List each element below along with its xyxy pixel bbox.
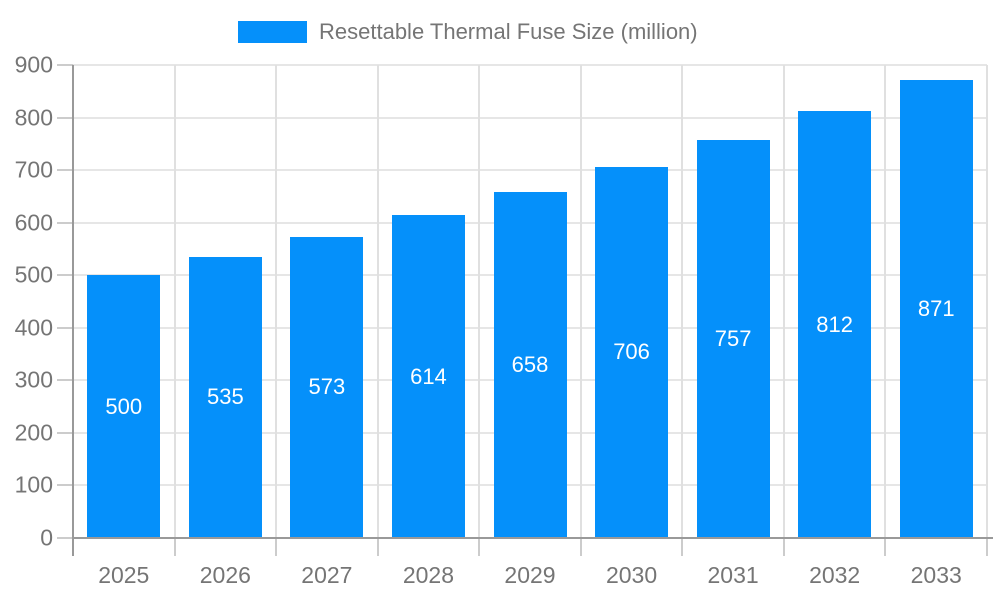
- bar[interactable]: [696, 140, 770, 538]
- horizontal-gridline: [73, 64, 987, 66]
- vertical-gridline: [376, 65, 379, 538]
- chart-legend-item[interactable]: Resettable Thermal Fuse Size (million): [238, 19, 698, 44]
- bar[interactable]: [290, 236, 364, 538]
- y-axis-tick-label: 200: [14, 419, 53, 446]
- x-axis-tick: [986, 538, 988, 556]
- vertical-gridline: [173, 65, 176, 538]
- bar[interactable]: [188, 256, 262, 538]
- y-axis-tick-label: 300: [14, 366, 53, 393]
- x-axis-tick-label: 2028: [402, 562, 455, 588]
- bar-value-label: 658: [511, 352, 549, 378]
- vertical-gridline: [986, 65, 988, 538]
- horizontal-gridline: [73, 169, 987, 172]
- y-axis-tick: [57, 221, 73, 224]
- bar-value-label: 757: [714, 326, 752, 352]
- x-axis-tick-label: 2031: [707, 562, 759, 588]
- bar-value-label: 871: [917, 296, 955, 322]
- x-axis-tick: [884, 538, 887, 556]
- y-axis-tick-label: 500: [14, 261, 53, 288]
- bar-value-label: 812: [816, 311, 854, 337]
- y-axis-line: [72, 65, 74, 556]
- vertical-gridline: [275, 65, 278, 538]
- y-axis-tick: [57, 537, 73, 539]
- x-axis-tick-label: 2029: [504, 562, 556, 588]
- bar[interactable]: [899, 80, 973, 538]
- vertical-gridline: [478, 65, 481, 538]
- x-axis-tick: [275, 538, 278, 556]
- y-axis-tick-label: 700: [14, 156, 53, 183]
- x-axis-tick: [173, 538, 176, 556]
- vertical-gridline: [579, 65, 582, 538]
- vertical-gridline: [681, 65, 684, 538]
- legend-label: Resettable Thermal Fuse Size (million): [319, 19, 698, 44]
- bar-value-label: 500: [105, 393, 143, 419]
- y-axis-tick: [57, 326, 73, 329]
- bar[interactable]: [798, 111, 872, 538]
- vertical-gridline: [782, 65, 785, 538]
- x-axis-tick-label: 2030: [605, 562, 658, 588]
- y-axis-tick: [57, 64, 73, 66]
- x-axis-tick-label: 2027: [301, 562, 353, 588]
- y-axis-tick-label: 600: [14, 209, 53, 236]
- bar[interactable]: [595, 166, 669, 538]
- horizontal-gridline: [73, 116, 987, 119]
- bar[interactable]: [391, 215, 465, 538]
- bar[interactable]: [87, 275, 161, 538]
- y-axis-tick: [57, 274, 73, 277]
- x-axis-tick-label: 2032: [809, 562, 861, 588]
- y-axis-tick-label: 0: [40, 524, 53, 551]
- bar[interactable]: [493, 192, 567, 538]
- y-axis-tick-label: 800: [14, 104, 53, 131]
- bar-value-label: 614: [410, 363, 447, 389]
- x-axis-tick: [681, 538, 684, 556]
- x-axis-tick-label: 2026: [199, 562, 251, 588]
- x-axis-tick-label: 2025: [98, 562, 150, 588]
- vertical-gridline: [884, 65, 887, 538]
- x-axis-tick: [579, 538, 582, 556]
- bar-value-label: 573: [308, 374, 346, 400]
- y-axis-tick-label: 400: [14, 314, 53, 341]
- x-axis-line: [73, 537, 993, 539]
- legend-swatch: [238, 21, 307, 43]
- y-axis-tick: [57, 431, 73, 434]
- y-axis-tick-label: 900: [14, 51, 53, 78]
- y-axis-tick: [57, 169, 73, 172]
- bar-value-label: 706: [613, 339, 650, 365]
- bar-value-label: 535: [206, 384, 244, 410]
- y-axis-tick-label: 100: [14, 471, 53, 498]
- y-axis-tick: [57, 379, 73, 382]
- x-axis-tick: [376, 538, 379, 556]
- y-axis-tick: [57, 116, 73, 119]
- y-axis-tick: [57, 484, 73, 487]
- x-axis-tick-label: 2033: [910, 562, 962, 588]
- x-axis-tick: [782, 538, 785, 556]
- x-axis-tick: [478, 538, 481, 556]
